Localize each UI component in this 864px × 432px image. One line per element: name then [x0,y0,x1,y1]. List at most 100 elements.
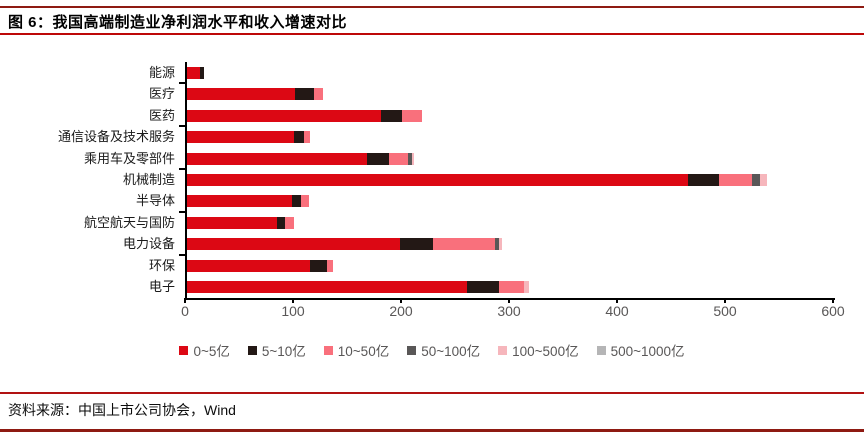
category-label: 机械制造 [122,172,175,187]
bar-segment [494,238,500,251]
x-tick-mark [724,298,726,303]
bar-segment [301,195,310,208]
bar-segment [411,152,414,165]
bar-segment [187,131,294,144]
y-tick-mark [179,254,185,257]
bar-segment [314,88,324,101]
x-tick-mark [184,298,186,303]
bar-segment [187,174,689,186]
legend-swatch [407,345,417,355]
bar-segment [399,238,434,251]
x-tick-mark [400,298,402,303]
bar-segment [293,131,304,144]
bar-segment [295,88,315,101]
legend-swatch [323,345,333,355]
bar-segment [310,259,328,272]
bar-segment [187,66,200,79]
x-tick-label: 100 [281,303,305,319]
legend-item: 100~500亿 [498,340,579,360]
bar-segment [433,238,495,251]
bar-segment [381,109,402,122]
y-tick-mark [179,168,185,171]
bar-row [187,131,311,144]
category-label: 电力设备 [122,236,175,252]
x-tick-label: 500 [713,303,737,319]
bar-segment [408,152,412,165]
bar-row [187,174,767,186]
bar-row [187,195,310,208]
title-underline-rule [0,33,864,35]
y-tick-mark [179,82,185,85]
bar-row [187,238,503,251]
x-tick-label: 200 [389,303,413,319]
source-note: 资料来源：中国上市公司协会，Wind [8,402,236,418]
bar-segment [187,259,311,272]
category-label: 航空航天与国防 [83,214,175,230]
legend-item: 0~5亿 [179,340,230,360]
x-tick-mark [292,298,294,303]
bar-segment [751,174,761,186]
bar-segment [187,216,277,229]
legend-swatch [596,345,606,355]
legend-swatch [179,345,189,355]
bottom-border-rule [0,429,864,432]
legend-label: 5~10亿 [261,344,306,359]
legend-label: 50~100亿 [421,344,481,359]
bar-segment [327,259,333,272]
bar-row [187,259,333,272]
legend-label: 100~500亿 [512,344,579,359]
bar-segment [187,109,382,122]
bar-segment [187,88,295,101]
legend-swatch [498,345,508,355]
legend-label: 500~1000亿 [610,344,685,359]
x-tick-mark [508,298,510,303]
bar-segment [187,238,400,251]
x-tick-mark [616,298,618,303]
category-axis-labels: 能源医疗医药通信设备及技术服务乘用车及零部件机械制造半导体航空航天与国防电力设备… [0,62,180,298]
x-tick-label: 300 [497,303,521,319]
top-border-rule [0,6,864,8]
bar-segment [499,238,503,251]
x-tick-mark [832,298,834,303]
bar-segment [719,174,752,186]
bar-segment [187,195,292,208]
bar-row [187,281,530,294]
bar-segment [367,152,389,165]
category-label: 电子 [148,279,175,295]
category-label: 环保 [148,257,175,273]
bar-row [187,88,324,101]
bar-segment [466,281,500,294]
chart-legend: 0~5亿 5~10亿 10~50亿 50~100亿 100~500亿 500~1000亿 [0,340,864,360]
bar-segment [401,109,423,122]
legend-swatch [247,345,257,355]
bar-segment [187,281,467,294]
bar-segment [291,195,302,208]
bar-segment [388,152,409,165]
legend-item: 500~1000亿 [596,340,685,360]
bar-segment [285,216,294,229]
legend-item: 10~50亿 [323,340,389,360]
category-label: 半导体 [135,193,175,209]
x-tick-label: 0 [181,303,189,319]
legend-item: 5~10亿 [247,340,306,360]
bar-row [187,109,423,122]
bar-segment [760,174,767,186]
bar-segment [523,281,530,294]
plot-area [185,62,835,300]
source-divider-rule [0,392,864,394]
bar-segment [199,66,205,79]
category-label: 乘用车及零部件 [83,150,175,166]
bar-segment [303,131,311,144]
legend-item: 50~100亿 [407,340,480,360]
category-label: 通信设备及技术服务 [57,129,175,145]
category-label: 能源 [148,64,175,80]
y-tick-mark [179,125,185,128]
bar-row [187,216,294,229]
category-label: 医疗 [148,86,175,102]
bar-row [187,66,205,79]
x-tick-label: 400 [605,303,629,319]
category-label: 医药 [148,107,175,123]
bar-segment [187,152,368,165]
bar-row [187,152,414,165]
